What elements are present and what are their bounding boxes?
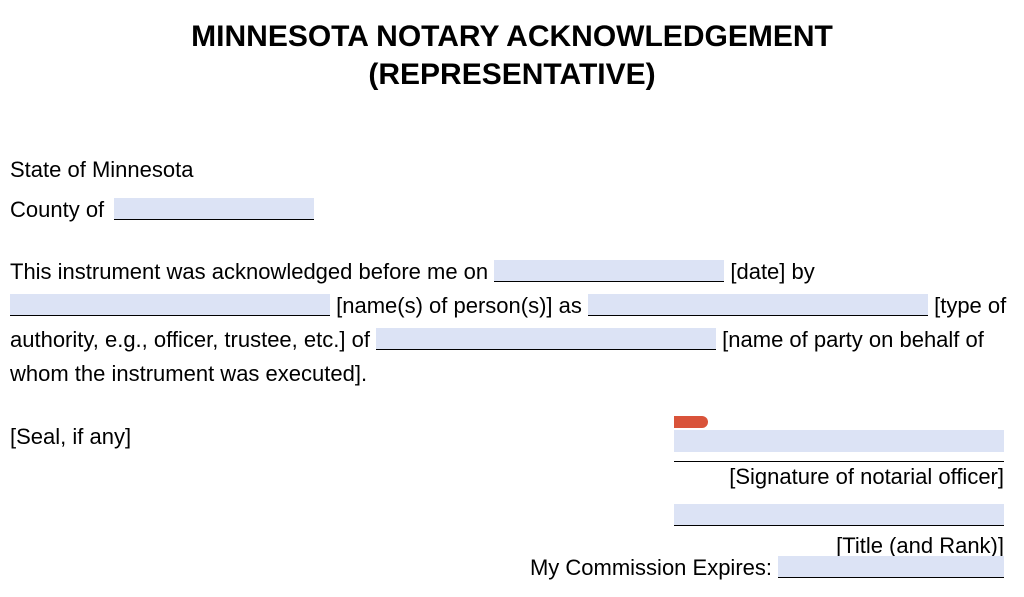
names-field[interactable] [10,294,330,316]
commission-row: My Commission Expires: [530,553,1004,581]
authority-field[interactable] [588,294,928,316]
seal-line: [Seal, if any] [10,424,131,449]
ack-text-3: [name(s) of person(s)] as [330,293,588,318]
date-field[interactable] [494,260,724,282]
ack-text-2: [date] by [724,259,815,284]
state-line: State of Minnesota [10,157,193,182]
commission-field[interactable] [778,556,1004,578]
ack-text-1: This instrument was acknowledged before … [10,259,494,284]
title-line-2: (REPRESENTATIVE) [10,56,1014,94]
document-title: MINNESOTA NOTARY ACKNOWLEDGEMENT (REPRES… [10,18,1014,93]
commission-label: My Commission Expires: [530,555,772,581]
signature-block: [Signature of notarial officer] [Title (… [674,430,1004,559]
signature-field[interactable] [674,430,1004,452]
county-field[interactable] [114,198,314,220]
sign-here-marker-icon [674,416,708,428]
title-line-1: MINNESOTA NOTARY ACKNOWLEDGEMENT [10,18,1014,56]
party-field[interactable] [376,328,716,350]
county-label: County of [10,197,104,222]
signature-caption: [Signature of notarial officer] [674,462,1004,490]
document-body: State of Minnesota County of This instru… [10,153,1014,454]
title-rank-field[interactable] [674,504,1004,526]
